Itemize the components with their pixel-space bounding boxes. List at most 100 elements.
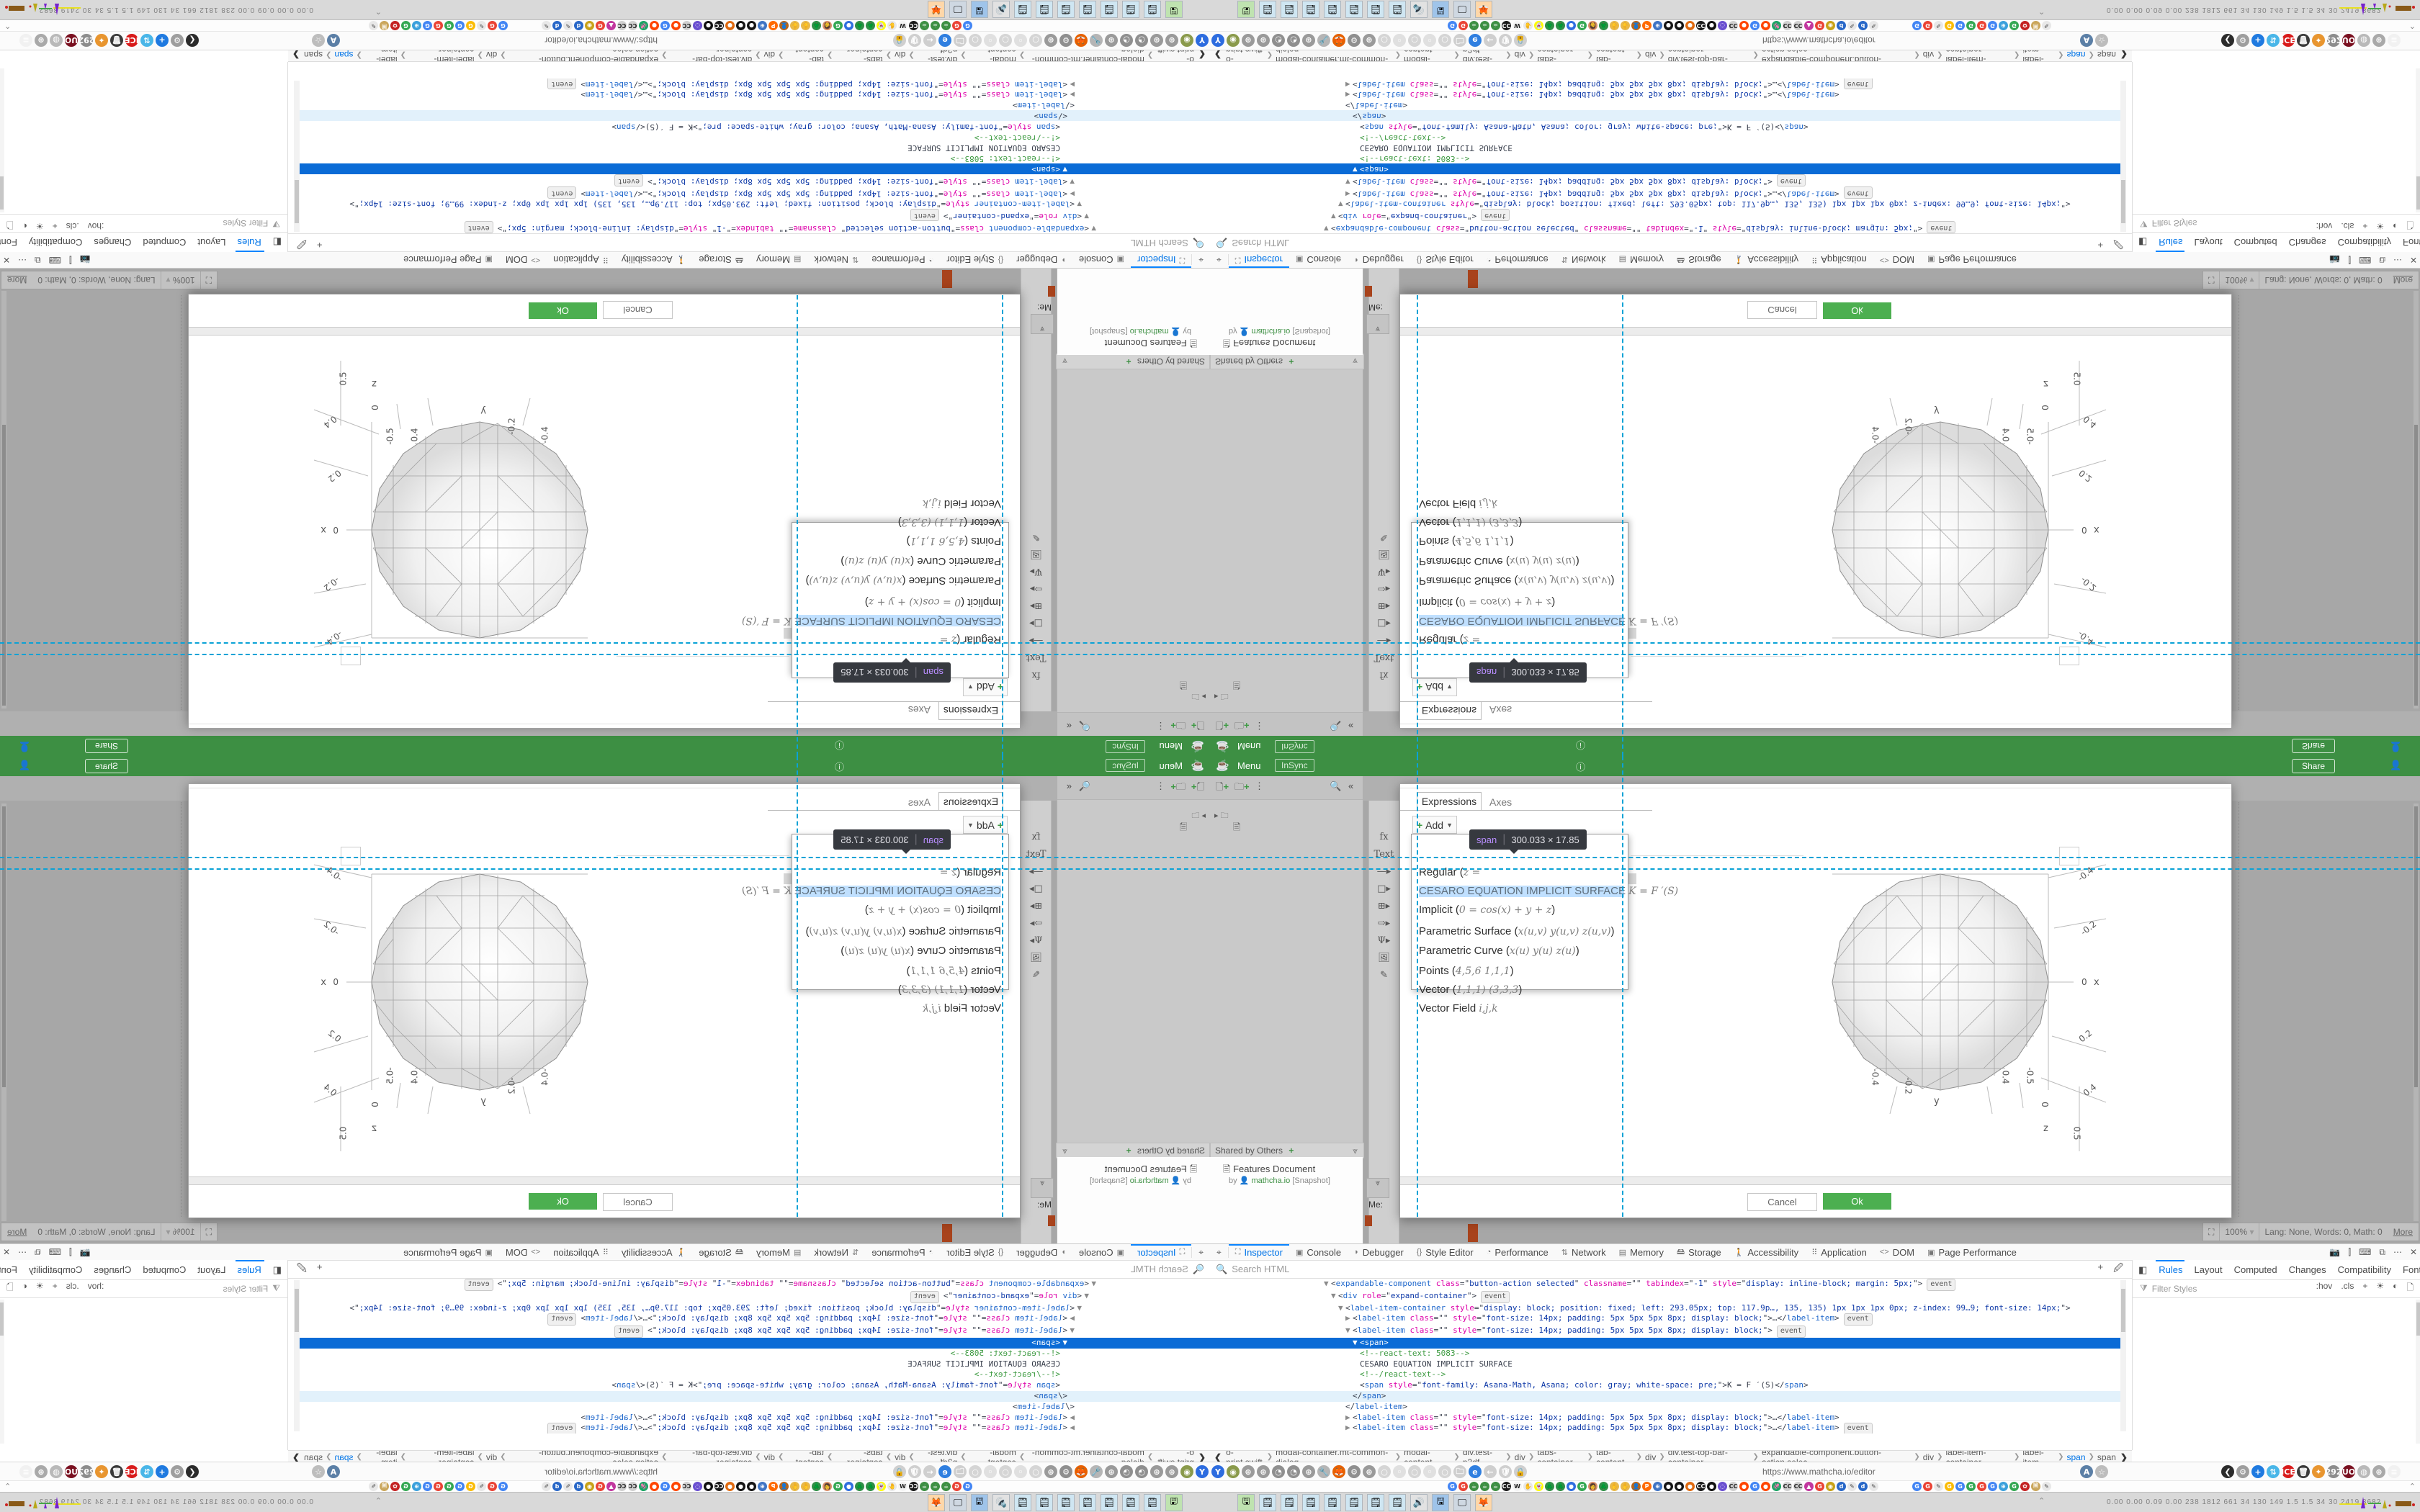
devtools-tab-debugger[interactable]: ◗ Debugger	[1354, 254, 1404, 266]
favicon-CC[interactable]: CC	[617, 21, 627, 30]
pitchfork-tool[interactable]: Ψ▸	[1029, 566, 1043, 577]
node-picker-icon[interactable]: ⌖	[1210, 1246, 1229, 1258]
menu-item-vector-field[interactable]: Vector Field i,j,k	[1419, 498, 1498, 510]
text-tool[interactable]: Text	[1026, 652, 1047, 663]
favicon-◉[interactable]: ◉	[1180, 1465, 1193, 1478]
taskbar-app-icon[interactable]: 🔊	[992, 1, 1010, 18]
breadcrumb-scroll-right[interactable]: ❯	[292, 1452, 300, 1462]
pitchfork-tool[interactable]: Ψ▸	[1377, 566, 1391, 577]
dark-theme-icon[interactable]: ◐	[22, 221, 27, 231]
markup-line[interactable]: <!--react-text: 5083-->	[1360, 154, 1470, 164]
favicon-P[interactable]: P	[768, 21, 778, 30]
favicon-●[interactable]: ●	[736, 1482, 745, 1491]
class-button[interactable]: .cls	[66, 1281, 79, 1291]
menu-button[interactable]: Menu	[1237, 760, 1261, 771]
favicon-👻[interactable]: 👻	[1534, 1482, 1543, 1491]
collapse-icon[interactable]: «	[1348, 721, 1354, 732]
favicon-d[interactable]: d	[1837, 21, 1846, 30]
breadcrumb-item[interactable]: label-item-container	[434, 49, 475, 62]
favicon-e[interactable]: e	[938, 1465, 951, 1478]
favicon-G[interactable]: G	[660, 1482, 670, 1491]
favicon-⊕[interactable]: ⊕	[1242, 1465, 1255, 1478]
search-html-bar[interactable]: 🔍 Search HTML + 🖉	[288, 233, 1210, 252]
breadcrumb-item[interactable]: tabs-container	[847, 49, 883, 62]
favicon-🗑[interactable]: 🗑	[110, 34, 123, 47]
favicon-○[interactable]: ○	[969, 1465, 982, 1478]
favicon-G[interactable]: G	[1458, 21, 1468, 30]
favicon-●[interactable]: ●	[1567, 21, 1576, 30]
tab-expressions[interactable]: Expressions	[938, 792, 1003, 811]
favicon-🌲[interactable]: 🌲	[866, 21, 875, 30]
favicon-🗑[interactable]: 🗑	[2297, 1465, 2310, 1478]
pencil-tool[interactable]: ✎	[1380, 970, 1388, 981]
dark-theme-icon[interactable]: ◐	[22, 1281, 27, 1291]
taskbar-app-icon[interactable]: 🖵	[949, 1, 967, 18]
menu-item-implicit[interactable]: Implicit (0 = cos(x) + y + z)	[864, 596, 1001, 608]
favicon-◦[interactable]: ◦	[1423, 1465, 1436, 1478]
favicon-☕[interactable]: ☕	[1480, 1482, 1489, 1491]
ok-button[interactable]: Ok	[1823, 1193, 1891, 1210]
taskbar-app-icon[interactable]: 🗒	[1281, 1494, 1298, 1511]
favicon-⊕[interactable]: ⊕	[1165, 34, 1178, 47]
favicon-🗀[interactable]: 🗀	[1453, 1465, 1466, 1478]
image-tool[interactable]: 🖼	[1378, 549, 1390, 559]
favicon-G[interactable]: G	[488, 21, 497, 30]
print-sim-icon[interactable]: 🗋	[6, 1282, 14, 1292]
devtools-tab-application[interactable]: ⠿ Application	[553, 254, 609, 266]
pencil-tool[interactable]: ✎	[1032, 970, 1040, 981]
devtools-tab-performance[interactable]: ◔ Performance	[871, 1246, 934, 1258]
favicon-ICE[interactable]: ICE	[125, 34, 139, 47]
rules-tab-changes[interactable]: Changes	[94, 1264, 132, 1275]
markup-line[interactable]: </label-item>	[1012, 1401, 1075, 1411]
tree-file-icon[interactable]: 🖹	[1179, 680, 1187, 690]
pitchfork-tool[interactable]: Ψ▸	[1029, 935, 1043, 946]
markup-line[interactable]: ▼<label-item class="" style="font-size: …	[1210, 1326, 2126, 1338]
breadcrumb-item[interactable]: div	[1645, 1452, 1657, 1462]
favicon-🗀[interactable]: 🗀	[954, 1465, 967, 1478]
favicon-⊕[interactable]: ⊕	[1257, 34, 1270, 47]
tree-file-icon[interactable]: 🖹	[1179, 822, 1187, 832]
eyedropper-icon[interactable]: 🖉	[297, 239, 307, 251]
menu-item-vector[interactable]: Vector (1,1,1) (3,3,3)	[897, 516, 1001, 528]
favicon-◉[interactable]: ◉	[1826, 1482, 1835, 1491]
favicon-◦[interactable]: ◦	[1393, 34, 1406, 47]
favicon-⊕[interactable]: ⊕	[35, 34, 48, 47]
devtools-icon[interactable]: ⋯	[2393, 255, 2402, 265]
favicon-✎[interactable]: ✎	[1847, 1482, 1857, 1491]
favicon-✎[interactable]: ✎	[563, 21, 573, 30]
favicon-CC[interactable]: CC	[714, 21, 724, 30]
taskbar-app-icon[interactable]: 🖫	[1165, 1494, 1183, 1511]
markup-line[interactable]: ▶<label-item class="" style="font-size: …	[294, 1423, 1210, 1434]
taskbar-app-icon[interactable]: 🦊	[928, 1, 945, 18]
devtools-tab-accessibility[interactable]: 🚶 Accessibility	[1734, 254, 1799, 266]
favicon-G[interactable]: G	[1448, 21, 1457, 30]
favicon-☕[interactable]: ☕	[1491, 21, 1500, 30]
devtools-icon[interactable]: 📷	[2329, 1247, 2341, 1257]
breadcrumb-item[interactable]: span	[2066, 1452, 2086, 1462]
breadcrumb-item[interactable]: tab-content	[1596, 49, 1625, 62]
favicon-G[interactable]: G	[833, 21, 843, 30]
favicon-G[interactable]: G	[423, 1482, 432, 1491]
favicon-✋[interactable]: ✋	[1610, 21, 1619, 30]
markup-line[interactable]: ▼<label-item class="" style="font-size: …	[1210, 174, 2126, 186]
devtools-icon[interactable]: ⧉	[35, 1246, 41, 1257]
favicon-🗎[interactable]: 🗎	[2031, 1482, 2040, 1491]
pencil-tool[interactable]: ✎	[1032, 531, 1040, 542]
favicon-G[interactable]: G	[963, 21, 972, 30]
node-picker-icon[interactable]: ⌖	[1210, 254, 1229, 266]
favicon-☕[interactable]: ☕	[941, 1482, 951, 1491]
favicon-CC[interactable]: CC	[1696, 1482, 1706, 1491]
line-tool[interactable]: —▸	[1376, 866, 1392, 877]
hover-pseudo-button[interactable]: :hov	[87, 221, 104, 231]
favicon-🦑[interactable]: 🦑	[639, 1482, 648, 1491]
tree-folder[interactable]: ▸ 🗀	[1191, 811, 1206, 820]
sidebar-toggle-icon[interactable]: ◧	[272, 237, 282, 248]
favicon-⚙[interactable]: ⚙	[2236, 34, 2249, 47]
text-tool[interactable]: Text	[1373, 849, 1394, 860]
favicon-❮[interactable]: ❮	[2221, 1465, 2234, 1478]
favicon-W[interactable]: W	[898, 21, 908, 30]
favicon-●[interactable]: ●	[844, 21, 853, 30]
class-button[interactable]: .cls	[66, 221, 79, 231]
markup-line[interactable]: ▼<span>	[1210, 163, 2126, 175]
taskbar-app-icon[interactable]: 🗒	[1144, 1494, 1161, 1511]
